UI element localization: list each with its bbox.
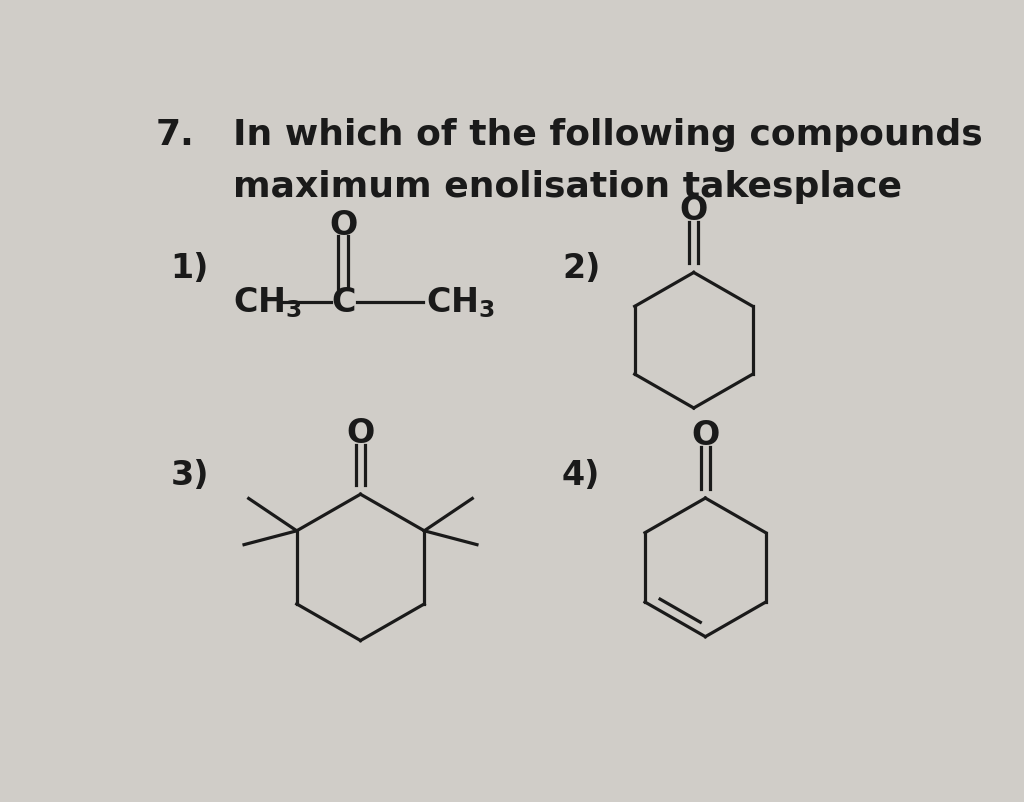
Text: maximum enolisation takesplace: maximum enolisation takesplace <box>232 169 901 203</box>
Text: 4): 4) <box>562 459 600 492</box>
Text: 2): 2) <box>562 251 600 284</box>
Text: $\mathregular{O}$: $\mathregular{O}$ <box>680 193 708 226</box>
Text: 3): 3) <box>171 459 209 492</box>
Text: $\mathregular{CH_3}$: $\mathregular{CH_3}$ <box>232 285 302 320</box>
Text: In which of the following compounds: In which of the following compounds <box>232 118 982 152</box>
Text: 7.: 7. <box>155 118 194 152</box>
Text: $\mathregular{CH_3}$: $\mathregular{CH_3}$ <box>426 285 496 320</box>
Text: $\mathregular{O}$: $\mathregular{O}$ <box>691 419 720 452</box>
Text: $\mathregular{O}$: $\mathregular{O}$ <box>346 416 375 450</box>
Text: 1): 1) <box>171 251 209 284</box>
Text: $\mathregular{O}$: $\mathregular{O}$ <box>329 209 357 242</box>
Text: $\mathregular{C}$: $\mathregular{C}$ <box>332 286 355 319</box>
